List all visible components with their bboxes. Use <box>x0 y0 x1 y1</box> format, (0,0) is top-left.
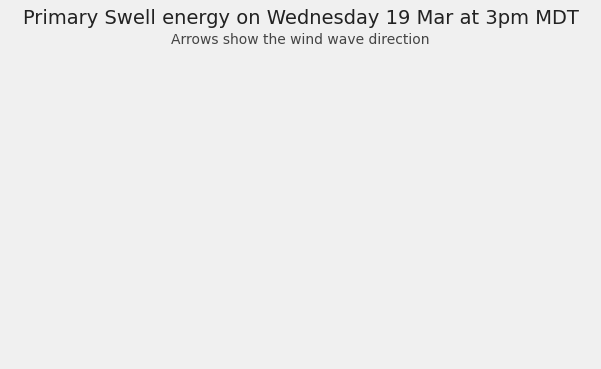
Text: Primary Swell energy on Wednesday 19 Mar at 3pm MDT: Primary Swell energy on Wednesday 19 Mar… <box>23 9 578 28</box>
Text: Arrows show the wind wave direction: Arrows show the wind wave direction <box>171 33 430 47</box>
